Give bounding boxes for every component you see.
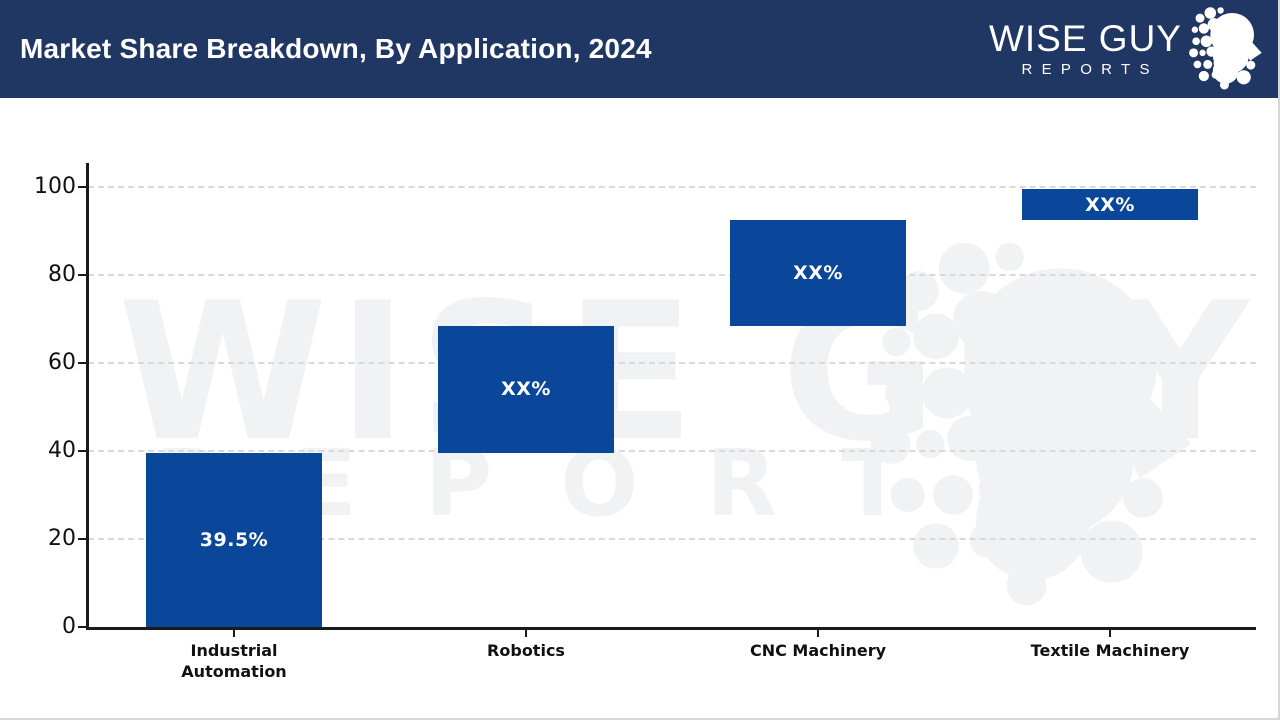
- bar-segment: XX%: [1022, 189, 1198, 221]
- x-axis-line: [86, 627, 1256, 630]
- header-bar: Market Share Breakdown, By Application, …: [0, 0, 1278, 98]
- x-category-label: Robotics: [487, 641, 565, 660]
- y-tick-mark: [78, 626, 88, 628]
- logo-head-icon: [1189, 7, 1262, 90]
- bar-segment: 39.5%: [146, 453, 322, 627]
- bar-segment: XX%: [730, 220, 906, 326]
- gridline: [88, 450, 1256, 453]
- wise-guy-reports-logo: WISE GUY REPORTS: [989, 4, 1270, 94]
- y-tick-mark: [78, 186, 88, 189]
- gridline: [88, 186, 1256, 189]
- x-category-label: Industrial Automation: [181, 641, 287, 681]
- y-tick-label: 100: [34, 174, 76, 200]
- y-tick-mark: [78, 362, 88, 365]
- bar-segment: XX%: [438, 325, 614, 454]
- bar-value-label: XX%: [793, 261, 843, 284]
- bar-value-label: 39.5%: [199, 529, 269, 552]
- y-tick-mark: [78, 538, 88, 541]
- x-category-label: Textile Machinery: [1030, 641, 1190, 660]
- y-axis-line: [86, 163, 89, 630]
- gridline: [88, 274, 1256, 277]
- logo-subtitle: REPORTS: [1021, 61, 1159, 78]
- x-category-label: CNC Machinery: [749, 641, 887, 660]
- x-tick-mark: [233, 630, 235, 637]
- y-tick-label: 20: [48, 526, 76, 552]
- y-tick-mark: [78, 450, 88, 453]
- y-tick-label: 40: [48, 438, 76, 464]
- y-tick-label: 60: [48, 350, 76, 376]
- gridline: [88, 538, 1256, 541]
- x-tick-mark: [1109, 630, 1111, 637]
- logo-text: WISE GUY REPORTS: [988, 18, 1182, 79]
- y-tick-label: 0: [62, 614, 76, 639]
- watermark-head-icon: [870, 242, 1191, 606]
- bar-value-label: XX%: [501, 378, 551, 401]
- logo-wordmark: WISE GUY: [988, 18, 1182, 59]
- y-tick-label: 80: [48, 262, 76, 288]
- gridline: [88, 362, 1256, 365]
- y-tick-mark: [78, 274, 88, 277]
- x-tick-mark: [817, 630, 819, 637]
- page-title: Market Share Breakdown, By Application, …: [20, 33, 652, 64]
- x-tick-mark: [525, 630, 527, 637]
- bar-value-label: XX%: [1085, 193, 1135, 216]
